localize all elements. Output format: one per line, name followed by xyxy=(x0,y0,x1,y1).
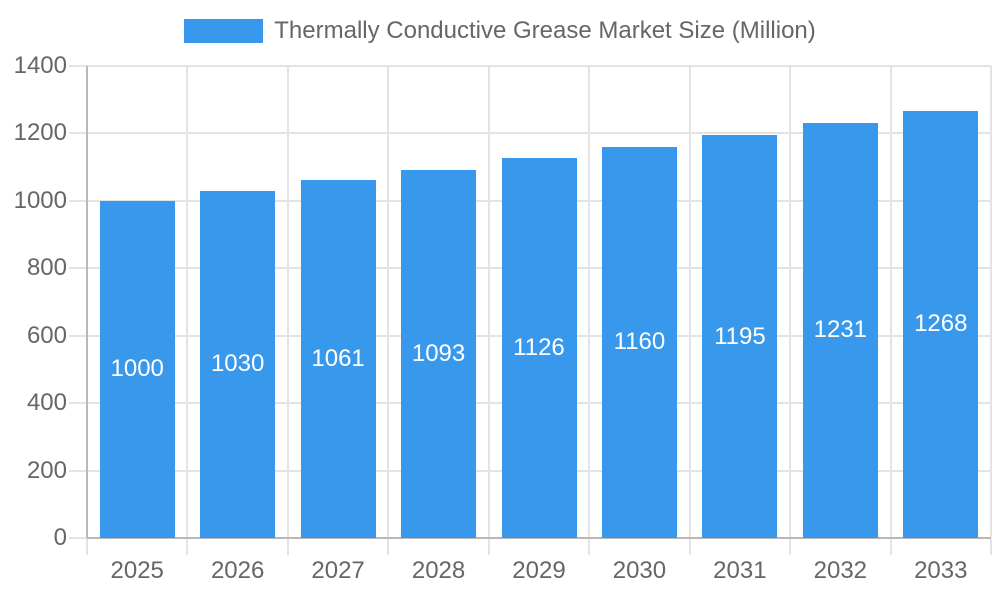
chart-legend[interactable]: Thermally Conductive Grease Market Size … xyxy=(0,16,1000,46)
h-gridline xyxy=(87,132,991,135)
bar xyxy=(702,135,778,538)
x-tick xyxy=(688,539,691,555)
x-tick-label: 2032 xyxy=(813,557,868,584)
v-gridline xyxy=(889,66,892,538)
v-gridline xyxy=(990,66,992,538)
x-tick-label: 2027 xyxy=(311,557,365,584)
v-gridline xyxy=(789,66,792,538)
x-tick xyxy=(387,539,390,555)
bar xyxy=(903,110,979,538)
v-gridline xyxy=(286,66,289,538)
bar-value-label: 1000 xyxy=(110,355,164,383)
bar xyxy=(501,158,577,538)
v-gridline xyxy=(588,66,591,538)
y-tick-label: 200 xyxy=(26,456,67,484)
y-tick-label: 1400 xyxy=(13,52,67,79)
x-tick-label: 2030 xyxy=(612,557,667,584)
y-tick-label: 400 xyxy=(26,389,67,417)
x-tick xyxy=(789,539,792,555)
v-gridline xyxy=(688,66,691,538)
y-tick xyxy=(69,199,87,202)
legend-swatch xyxy=(184,19,264,43)
x-tick-label: 2028 xyxy=(411,557,466,584)
x-tick-label: 2025 xyxy=(110,557,164,584)
x-tick-label: 2033 xyxy=(914,557,968,584)
bar-value-label: 1126 xyxy=(513,334,565,362)
y-tick xyxy=(69,402,87,405)
bar-value-label: 1093 xyxy=(411,339,466,367)
y-tick xyxy=(69,132,87,135)
x-tick-label: 2031 xyxy=(713,557,767,584)
x-tick xyxy=(86,539,88,555)
x-tick-label: 2029 xyxy=(512,557,566,584)
y-tick-label: 1000 xyxy=(13,186,67,214)
bar xyxy=(300,180,376,538)
y-tick-label: 600 xyxy=(26,321,67,349)
y-tick-label: 800 xyxy=(26,254,67,282)
y-axis-line xyxy=(86,66,88,538)
bar-value-label: 1160 xyxy=(613,328,666,356)
bar xyxy=(601,146,677,538)
x-tick-label: 2026 xyxy=(210,557,265,584)
y-tick xyxy=(69,537,87,539)
h-gridline xyxy=(87,65,991,67)
bar-value-label: 1231 xyxy=(813,316,868,344)
bar xyxy=(99,200,175,538)
y-tick-label: 0 xyxy=(53,524,67,551)
x-tick xyxy=(487,539,490,555)
y-tick xyxy=(69,65,87,67)
v-gridline xyxy=(487,66,490,538)
y-tick xyxy=(69,334,87,337)
legend-label: Thermally Conductive Grease Market Size … xyxy=(274,17,816,44)
v-gridline xyxy=(387,66,390,538)
bar-value-label: 1268 xyxy=(914,310,968,338)
bar-value-label: 1195 xyxy=(714,322,766,350)
x-axis-line xyxy=(87,537,991,539)
plot-area: 0 200 400 600 800 1000 1200 1400 2025 2026 2027 202… xyxy=(14,52,992,584)
x-tick xyxy=(588,539,591,555)
y-tick xyxy=(69,469,87,472)
bar-value-label: 1030 xyxy=(210,350,265,378)
x-tick xyxy=(186,539,189,555)
x-tick xyxy=(990,539,992,555)
bar xyxy=(401,169,477,538)
y-tick-label: 1200 xyxy=(13,119,67,147)
bar xyxy=(802,122,878,538)
x-tick xyxy=(889,539,892,555)
y-tick xyxy=(69,267,87,270)
x-tick xyxy=(286,539,289,555)
v-gridline xyxy=(186,66,189,538)
bar-value-label: 1061 xyxy=(311,345,365,373)
bar xyxy=(200,190,276,538)
